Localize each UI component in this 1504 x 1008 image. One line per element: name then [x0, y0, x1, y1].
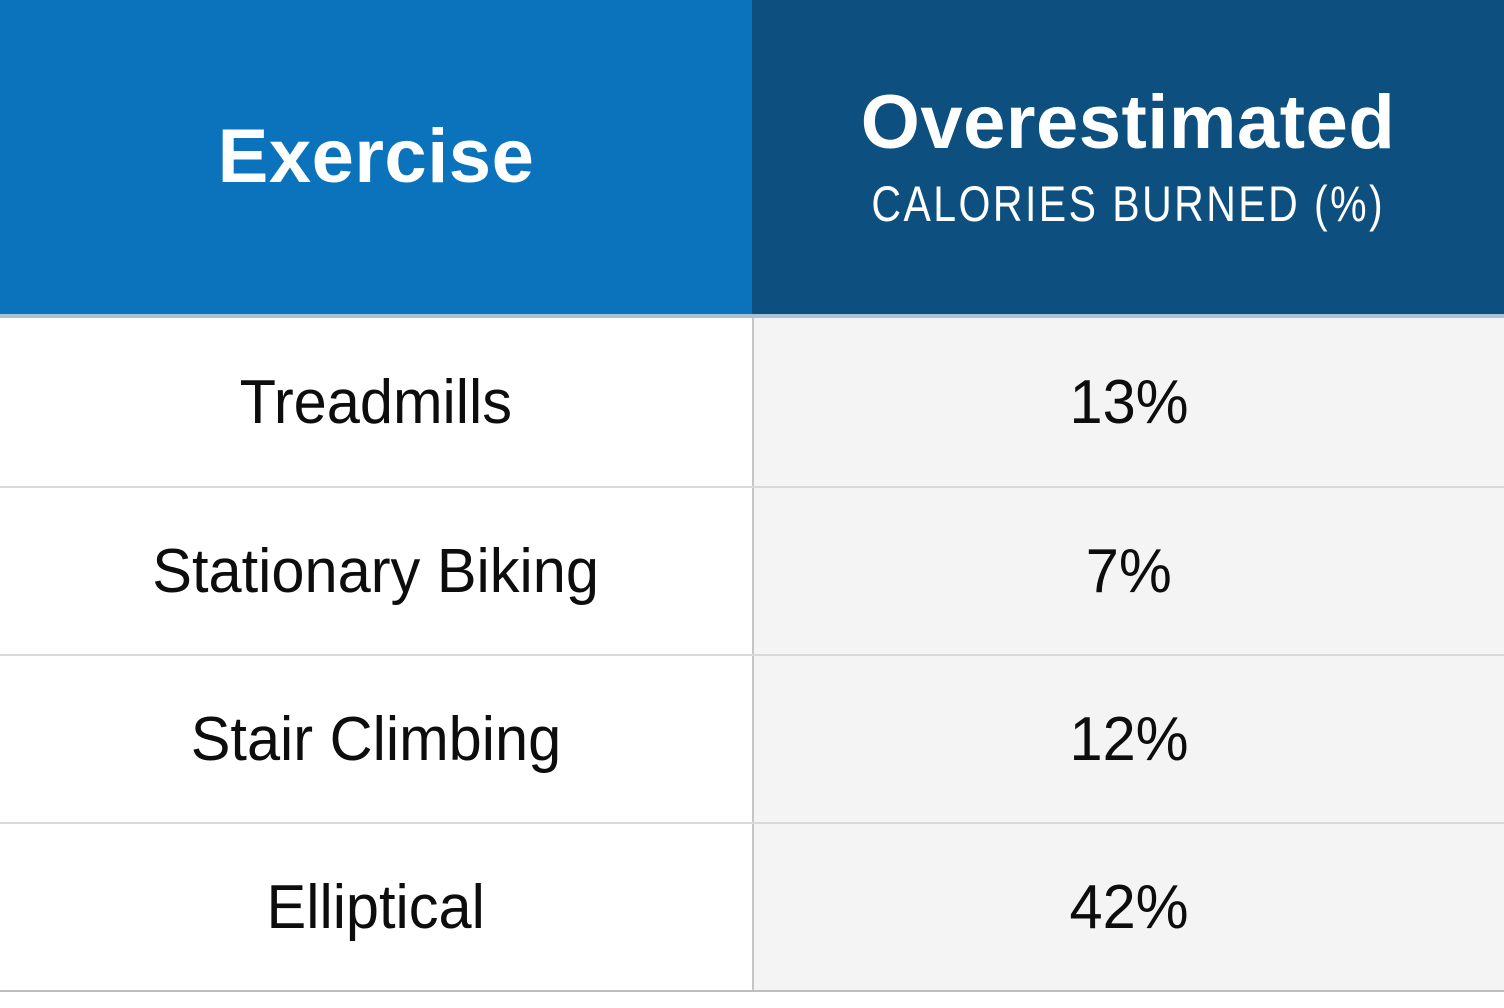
exercise-cell: Treadmills — [0, 318, 752, 486]
table-row: Treadmills 13% — [0, 318, 1504, 486]
table-row: Stationary Biking 7% — [0, 486, 1504, 654]
percentage-value: 13% — [1069, 367, 1189, 437]
exercise-name: Stair Climbing — [190, 704, 562, 774]
table-header-row: Exercise Overestimated CALORIES BURNED (… — [0, 0, 1504, 318]
table-body: Treadmills 13% Stationary Biking 7% Stai… — [0, 318, 1504, 992]
exercise-cell: Stationary Biking — [0, 488, 752, 654]
value-cell: 13% — [752, 318, 1504, 486]
value-cell: 12% — [752, 656, 1504, 822]
value-cell: 42% — [752, 824, 1504, 990]
exercise-name: Stationary Biking — [152, 536, 600, 606]
table-row: Elliptical 42% — [0, 822, 1504, 990]
overestimated-header-title: Overestimated — [860, 80, 1396, 165]
exercise-header-label: Exercise — [217, 114, 535, 199]
exercise-name: Elliptical — [266, 872, 486, 942]
exercise-name: Treadmills — [239, 367, 513, 437]
percentage-value: 7% — [1085, 536, 1173, 606]
column-header-overestimated: Overestimated CALORIES BURNED (%) — [752, 0, 1504, 314]
percentage-value: 12% — [1069, 704, 1189, 774]
exercise-cell: Elliptical — [0, 824, 752, 990]
exercise-cell: Stair Climbing — [0, 656, 752, 822]
column-header-exercise: Exercise — [0, 0, 752, 314]
percentage-value: 42% — [1069, 872, 1189, 942]
overestimated-header-subtitle: CALORIES BURNED (%) — [871, 176, 1385, 232]
table-row: Stair Climbing 12% — [0, 654, 1504, 822]
value-cell: 7% — [752, 488, 1504, 654]
